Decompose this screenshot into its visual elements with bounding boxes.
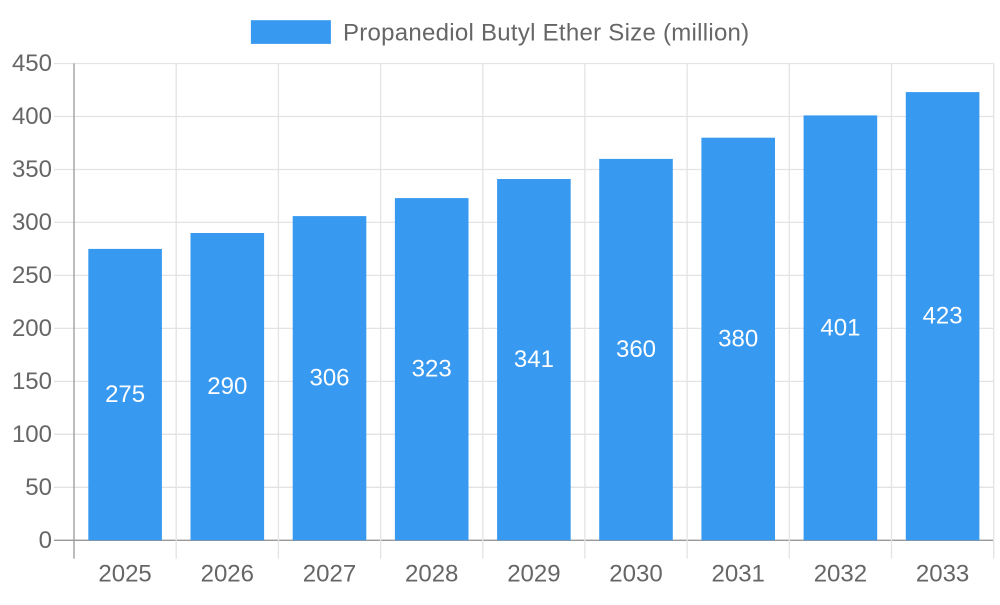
svg-text:250: 250 bbox=[12, 262, 52, 289]
svg-text:2029: 2029 bbox=[507, 561, 560, 588]
svg-text:150: 150 bbox=[12, 368, 52, 395]
svg-text:341: 341 bbox=[514, 346, 554, 373]
svg-text:2031: 2031 bbox=[712, 561, 765, 588]
svg-text:2028: 2028 bbox=[405, 561, 458, 588]
svg-text:2033: 2033 bbox=[916, 561, 969, 588]
svg-text:50: 50 bbox=[25, 474, 52, 501]
svg-text:2027: 2027 bbox=[303, 561, 356, 588]
svg-text:300: 300 bbox=[12, 209, 52, 236]
svg-text:200: 200 bbox=[12, 315, 52, 342]
svg-text:400: 400 bbox=[12, 103, 52, 130]
svg-text:2026: 2026 bbox=[201, 561, 254, 588]
svg-text:Propanediol Butyl Ether Size (: Propanediol Butyl Ether Size (million) bbox=[343, 19, 749, 46]
svg-text:2032: 2032 bbox=[814, 561, 867, 588]
svg-text:450: 450 bbox=[12, 50, 52, 77]
svg-text:423: 423 bbox=[923, 303, 963, 330]
svg-text:350: 350 bbox=[12, 156, 52, 183]
svg-text:323: 323 bbox=[412, 356, 452, 383]
svg-text:360: 360 bbox=[616, 336, 656, 363]
svg-text:401: 401 bbox=[820, 314, 860, 341]
svg-text:290: 290 bbox=[207, 373, 247, 400]
svg-text:275: 275 bbox=[105, 381, 145, 408]
svg-text:2030: 2030 bbox=[609, 561, 662, 588]
svg-text:100: 100 bbox=[12, 421, 52, 448]
svg-text:380: 380 bbox=[718, 326, 758, 353]
svg-text:2025: 2025 bbox=[98, 561, 151, 588]
svg-text:306: 306 bbox=[309, 365, 349, 392]
svg-text:0: 0 bbox=[39, 527, 52, 554]
